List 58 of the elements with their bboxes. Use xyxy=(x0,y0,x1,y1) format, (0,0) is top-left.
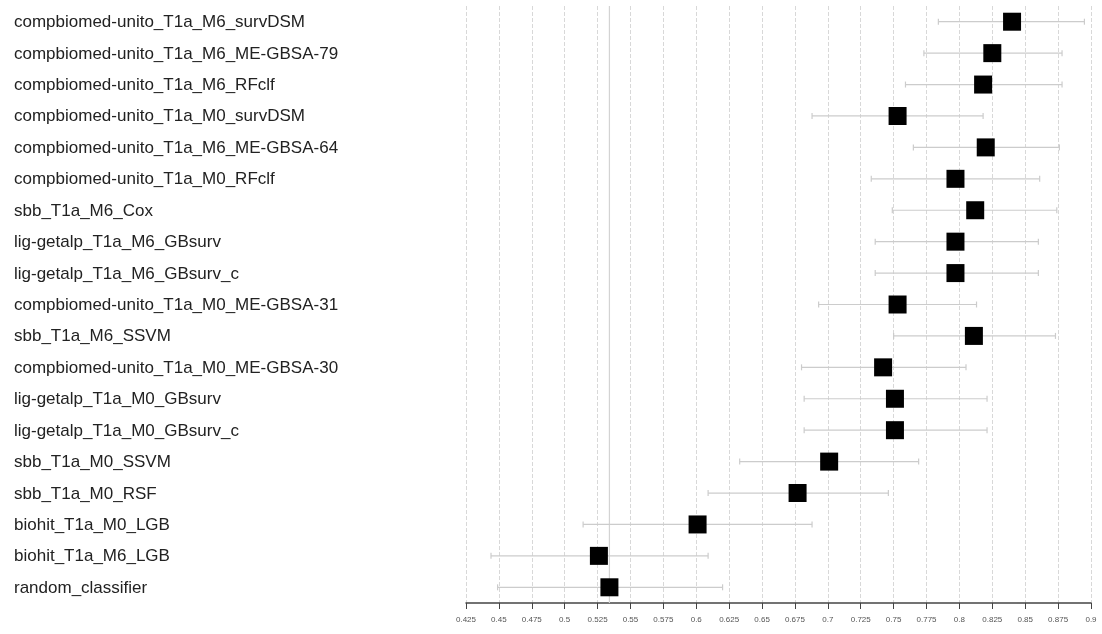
point xyxy=(600,578,619,597)
y-tick-label: compbiomed-unito_T1a_M6_ME-GBSA-64 xyxy=(14,137,339,157)
y-tick-label: compbiomed-unito_T1a_M0_RFclf xyxy=(14,169,276,189)
point xyxy=(1003,12,1022,31)
point xyxy=(589,546,608,565)
point xyxy=(874,358,893,377)
y-tick-label: compbiomed-unito_T1a_M6_ME-GBSA-79 xyxy=(14,43,339,63)
x-tick-label: 0.45 xyxy=(491,614,508,624)
point xyxy=(946,232,965,251)
x-tick-label: 0.425 xyxy=(455,614,477,624)
point xyxy=(983,44,1002,63)
point xyxy=(888,295,907,314)
x-tick-label: 0.875 xyxy=(1048,614,1069,624)
point xyxy=(788,484,807,503)
x-tick-label: 0.55 xyxy=(622,614,639,624)
y-tick-label: lig-getalp_T1a_M0_GBsurv_c xyxy=(14,420,240,440)
point xyxy=(976,138,995,157)
y-tick-label: biohit_T1a_M6_LGB xyxy=(14,546,170,566)
y-tick-label: compbiomed-unito_T1a_M0_ME-GBSA-30 xyxy=(14,357,339,377)
point xyxy=(966,201,985,220)
y-tick-label: lig-getalp_T1a_M0_GBsurv xyxy=(14,389,222,409)
point xyxy=(964,326,983,345)
x-tick-label: 0.475 xyxy=(521,614,543,624)
point xyxy=(946,169,965,188)
x-tick-label: 0.525 xyxy=(587,614,609,624)
y-tick-label: lig-getalp_T1a_M6_GBsurv xyxy=(14,232,222,252)
y-tick-label: sbb_T1a_M0_RSF xyxy=(14,483,157,503)
x-tick-label: 0.6 xyxy=(690,614,703,624)
y-tick-label: compbiomed-unito_T1a_M0_ME-GBSA-31 xyxy=(14,295,339,314)
x-tick-label: 0.725 xyxy=(850,614,872,624)
point xyxy=(885,421,904,440)
x-tick-label: 0.75 xyxy=(885,614,902,624)
point xyxy=(688,515,707,534)
x-tick-label: 0.7 xyxy=(822,614,834,624)
point xyxy=(946,264,965,283)
x-tick-label: 0.65 xyxy=(754,614,771,624)
point xyxy=(885,389,904,408)
point xyxy=(820,452,839,471)
y-tick-label: sbb_T1a_M6_Cox xyxy=(14,200,154,220)
x-tick-label: 0.675 xyxy=(784,614,806,624)
x-tick-label: 0.8 xyxy=(953,614,966,624)
y-tick-label: compbiomed-unito_T1a_M6_RFclf xyxy=(14,75,276,95)
x-tick-label: 0.575 xyxy=(653,614,674,624)
x-tick-label: 0.85 xyxy=(1017,614,1034,624)
x-tick-label: 0.825 xyxy=(982,614,1003,624)
y-tick-label: sbb_T1a_M0_SSVM xyxy=(14,452,171,472)
y-tick-label: random_classifier xyxy=(14,577,148,597)
x-tick-label: 0.9 xyxy=(1085,614,1098,624)
point xyxy=(888,106,907,125)
y-tick-label: lig-getalp_T1a_M6_GBsurv_c xyxy=(14,263,240,283)
x-tick-label: 0.5 xyxy=(559,614,571,624)
y-tick-label: biohit_T1a_M0_LGB xyxy=(14,514,170,534)
point xyxy=(974,75,993,94)
x-tick-label: 0.625 xyxy=(719,614,740,624)
y-tick-label: compbiomed-unito_T1a_M6_survDSM xyxy=(14,12,306,32)
y-tick-label: compbiomed-unito_T1a_M0_survDSM xyxy=(14,106,306,126)
x-tick-label: 0.775 xyxy=(916,614,938,624)
y-tick-label: sbb_T1a_M6_SSVM xyxy=(14,326,171,346)
